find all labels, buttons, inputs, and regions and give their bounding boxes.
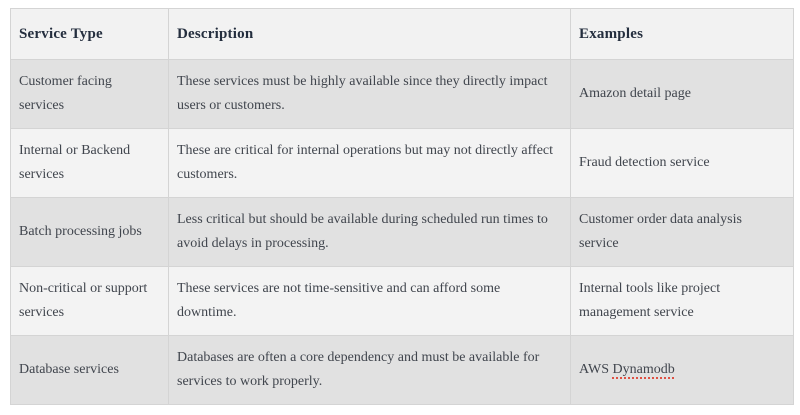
table-row: Non-critical or support services These s… [10, 266, 794, 336]
table-row: Internal or Backend services These are c… [10, 128, 794, 198]
cell-service-type: Batch processing jobs [10, 197, 169, 267]
cell-description: These services are not time-sensitive an… [168, 266, 571, 336]
column-header-service-type: Service Type [10, 8, 169, 60]
cell-examples: Amazon detail page [570, 59, 794, 129]
service-availability-table: Service Type Description Examples Custom… [10, 8, 794, 405]
cell-examples: Fraud detection service [570, 128, 794, 198]
cell-description: Less critical but should be available du… [168, 197, 571, 267]
table-row: Batch processing jobs Less critical but … [10, 197, 794, 267]
table-body: Customer facing services These services … [10, 59, 794, 405]
table-header: Service Type Description Examples [10, 8, 794, 60]
cell-service-type: Database services [10, 335, 169, 405]
example-text: Fraud detection service [579, 155, 710, 170]
cell-description: These are critical for internal operatio… [168, 128, 571, 198]
table-row: Database services Databases are often a … [10, 335, 794, 405]
example-text: Amazon detail page [579, 86, 691, 101]
column-header-examples: Examples [570, 8, 794, 60]
misspelled-word[interactable]: Dynamodb [612, 362, 675, 377]
example-text: Customer order data analysis service [579, 212, 742, 251]
header-row: Service Type Description Examples [10, 8, 794, 60]
cell-description: Databases are often a core dependency an… [168, 335, 571, 405]
example-text: Internal tools like project management s… [579, 281, 721, 320]
cell-examples: AWS Dynamodb [570, 335, 794, 405]
cell-service-type: Non-critical or support services [10, 266, 169, 336]
example-text: AWS [579, 362, 613, 377]
cell-service-type: Internal or Backend services [10, 128, 169, 198]
table-row: Customer facing services These services … [10, 59, 794, 129]
cell-examples: Internal tools like project management s… [570, 266, 794, 336]
cell-examples: Customer order data analysis service [570, 197, 794, 267]
cell-service-type: Customer facing services [10, 59, 169, 129]
column-header-description: Description [168, 8, 571, 60]
cell-description: These services must be highly available … [168, 59, 571, 129]
